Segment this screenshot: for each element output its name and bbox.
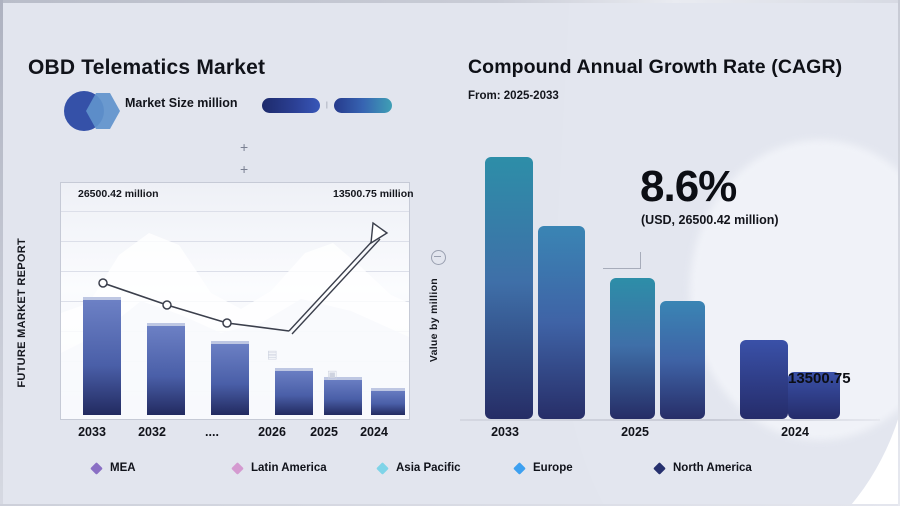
region-legend: MEA Latin America Asia Pacific Europe No… bbox=[0, 461, 900, 482]
legend-pill-separator: | bbox=[326, 102, 328, 109]
legend-item-latin-america[interactable]: Latin America bbox=[231, 461, 327, 475]
frame-bottom-edge bbox=[0, 504, 900, 506]
plus-decor-icon-1: + bbox=[240, 139, 249, 155]
right-xtick-2: 2024 bbox=[781, 425, 809, 439]
legend-pill-group: | bbox=[262, 98, 392, 113]
legend-item-europe[interactable]: Europe bbox=[513, 461, 573, 475]
left-chart-title: OBD Telematics Market bbox=[28, 56, 266, 79]
left-chart-y-axis-label: FUTURE MARKET REPORT bbox=[16, 238, 28, 388]
left-chart-high-value: 26500.42 million bbox=[78, 188, 159, 200]
bracket-decor-vertical bbox=[640, 252, 641, 269]
right-chart-baseline bbox=[460, 419, 880, 421]
legend-pill-primary bbox=[262, 98, 320, 113]
legend-dot-asia-pacific-icon bbox=[376, 461, 389, 475]
left-xtick-0: 2033 bbox=[78, 425, 106, 439]
frame-right-edge bbox=[898, 0, 900, 506]
ghost-decor-icon-1: ▤ bbox=[267, 349, 278, 361]
left-chart-low-value: 13500.75 million bbox=[333, 188, 414, 200]
cagr-value: 8.6% bbox=[640, 162, 737, 211]
plus-decor-icon-2: + bbox=[240, 161, 249, 177]
legend-dot-mea-icon bbox=[90, 461, 103, 475]
market-size-legend-label: Market Size million bbox=[125, 96, 238, 110]
right-xtick-0: 2033 bbox=[491, 425, 519, 439]
legend-label-latin-america: Latin America bbox=[251, 462, 327, 474]
legend-item-north-america[interactable]: North America bbox=[653, 461, 752, 475]
brand-logo-icon bbox=[64, 91, 120, 131]
cagr-note: (USD, 26500.42 million) bbox=[641, 213, 779, 227]
left-xtick-2: .... bbox=[205, 425, 219, 439]
legend-item-mea[interactable]: MEA bbox=[90, 461, 136, 475]
legend-dot-europe-icon bbox=[513, 461, 526, 475]
bracket-decor-horizontal bbox=[603, 268, 641, 269]
left-xtick-5: 2024 bbox=[360, 425, 388, 439]
legend-label-mea: MEA bbox=[110, 462, 136, 474]
right-bar-chart bbox=[485, 157, 840, 419]
left-bars-group bbox=[83, 221, 405, 415]
circle-minus-icon bbox=[431, 250, 446, 265]
ghost-decor-icon-2: ▣ bbox=[327, 369, 338, 381]
legend-dot-latin-america-icon bbox=[231, 461, 244, 475]
legend-label-europe: Europe bbox=[533, 462, 573, 474]
right-chart-data-label: 13500.75 bbox=[788, 370, 851, 387]
left-xtick-3: 2026 bbox=[258, 425, 286, 439]
legend-dot-north-america-icon bbox=[653, 461, 666, 475]
legend-item-asia-pacific[interactable]: Asia Pacific bbox=[376, 461, 461, 475]
frame-top-edge bbox=[0, 0, 900, 3]
left-chart-secondary-axis-label: Value by million bbox=[428, 278, 440, 363]
frame-left-edge bbox=[0, 0, 3, 506]
left-xtick-4: 2025 bbox=[310, 425, 338, 439]
left-xtick-1: 2032 bbox=[138, 425, 166, 439]
right-chart-title: Compound Annual Growth Rate (CAGR) bbox=[468, 56, 843, 78]
legend-pill-secondary bbox=[333, 98, 392, 113]
legend-label-north-america: North America bbox=[673, 462, 752, 474]
left-bar-chart: ▤ ▣ bbox=[60, 182, 410, 420]
right-chart-subtitle: From: 2025-2033 bbox=[468, 90, 559, 102]
legend-label-asia-pacific: Asia Pacific bbox=[396, 462, 461, 474]
right-xtick-1: 2025 bbox=[621, 425, 649, 439]
